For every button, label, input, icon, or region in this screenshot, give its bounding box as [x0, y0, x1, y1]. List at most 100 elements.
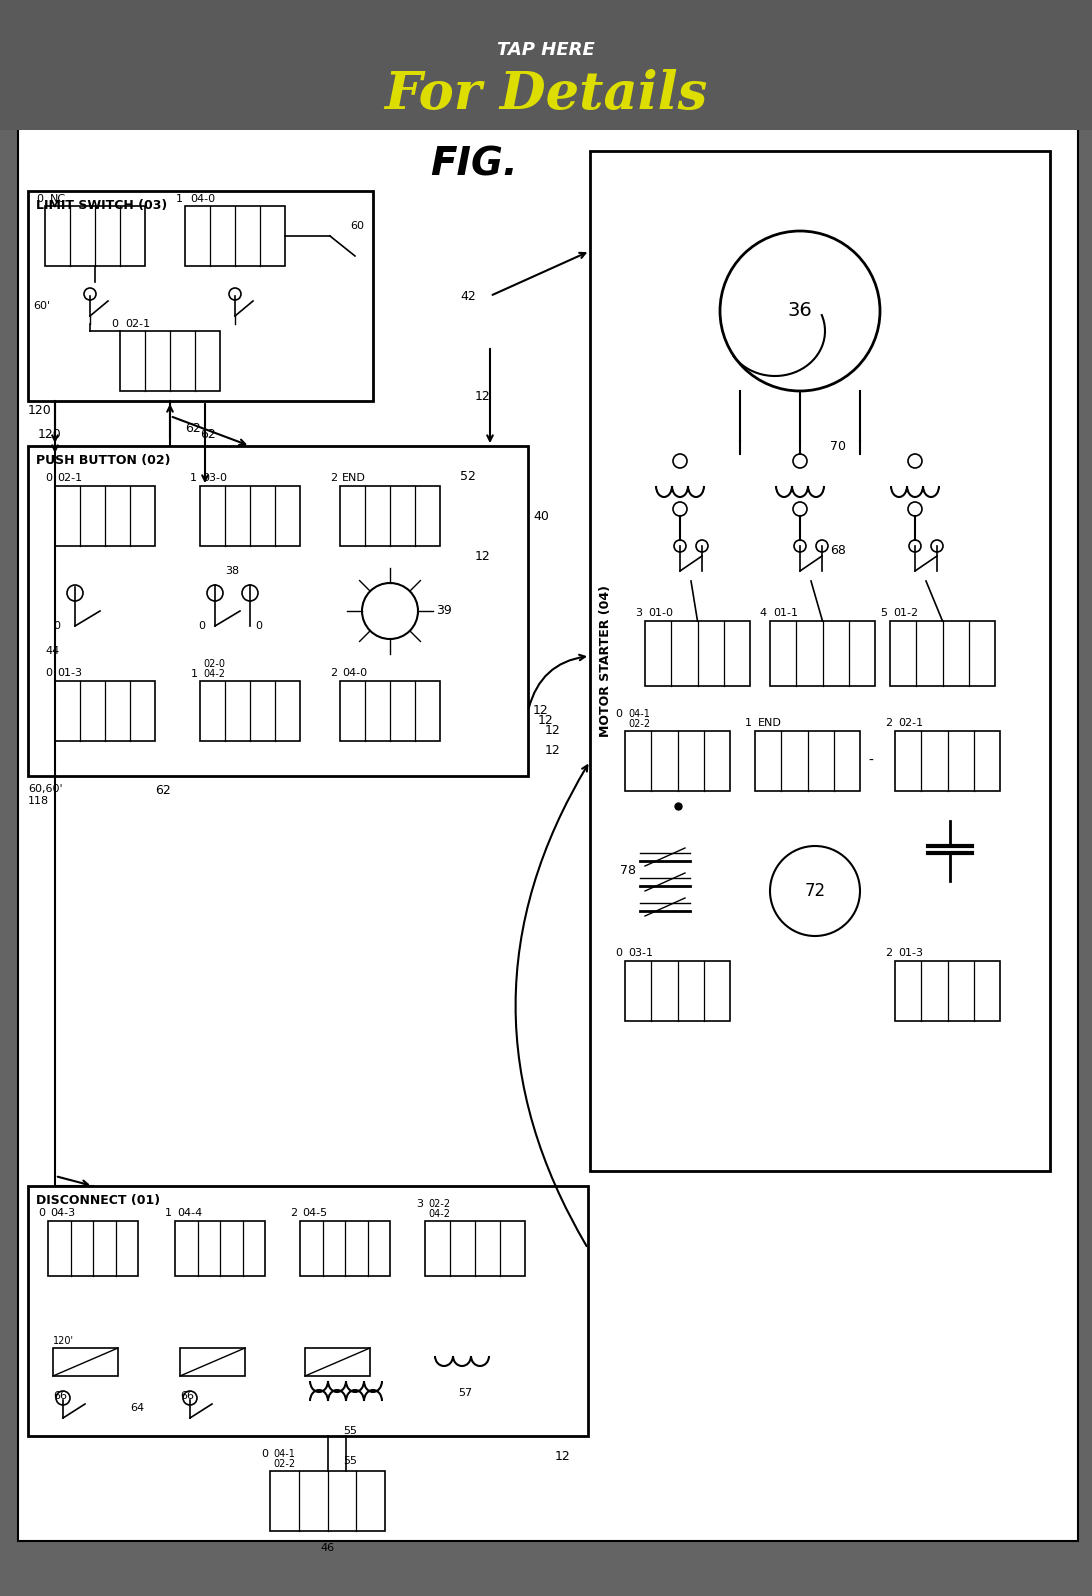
- Bar: [895, 961, 1000, 1021]
- Text: 12: 12: [533, 704, 549, 718]
- Text: 04-0: 04-0: [342, 669, 367, 678]
- Bar: [17, 112, 1078, 1542]
- Text: 5: 5: [880, 608, 887, 618]
- Text: 2: 2: [885, 718, 892, 728]
- Bar: [28, 445, 529, 776]
- Text: 04-2: 04-2: [203, 669, 225, 678]
- Text: 02-2: 02-2: [628, 720, 650, 729]
- Bar: [770, 621, 875, 686]
- Text: 70: 70: [830, 439, 846, 453]
- Text: 120': 120': [54, 1336, 74, 1345]
- Text: 2: 2: [289, 1208, 297, 1218]
- Bar: [300, 1221, 390, 1275]
- Text: 38: 38: [225, 567, 239, 576]
- Text: 60': 60': [33, 302, 50, 311]
- Text: 0: 0: [198, 621, 205, 630]
- Text: 0: 0: [36, 195, 43, 204]
- Text: 62: 62: [155, 784, 170, 796]
- Bar: [645, 621, 750, 686]
- Bar: [55, 487, 155, 546]
- Bar: [200, 681, 300, 741]
- Text: 01-2: 01-2: [893, 608, 918, 618]
- Text: 12: 12: [538, 715, 554, 728]
- Text: 01-1: 01-1: [773, 608, 798, 618]
- Bar: [200, 487, 300, 546]
- Text: 02-2: 02-2: [273, 1459, 295, 1468]
- Text: END: END: [758, 718, 782, 728]
- Text: 12: 12: [475, 549, 490, 562]
- Text: 57: 57: [458, 1389, 472, 1398]
- Text: PUSH BUTTON (02): PUSH BUTTON (02): [36, 453, 170, 468]
- Text: 78: 78: [620, 865, 636, 878]
- Text: 55: 55: [343, 1456, 357, 1467]
- Text: 36: 36: [787, 302, 812, 321]
- Text: 12: 12: [475, 389, 490, 402]
- Text: 0: 0: [111, 319, 118, 329]
- Bar: [120, 330, 219, 391]
- Text: 72: 72: [805, 883, 826, 900]
- Text: 2: 2: [885, 948, 892, 958]
- Text: 0: 0: [54, 621, 60, 630]
- Text: TAP HERE: TAP HERE: [497, 41, 595, 59]
- Text: 3: 3: [416, 1199, 423, 1210]
- Text: 04-4: 04-4: [177, 1208, 202, 1218]
- Text: 52: 52: [460, 469, 476, 482]
- Text: 02-2: 02-2: [428, 1199, 450, 1210]
- Text: 66: 66: [180, 1392, 194, 1401]
- Text: 42: 42: [460, 289, 476, 303]
- Text: 04-0: 04-0: [190, 195, 215, 204]
- Text: 0: 0: [615, 948, 622, 958]
- Text: 02-1: 02-1: [898, 718, 923, 728]
- Text: 120: 120: [28, 404, 51, 418]
- Text: 04-1: 04-1: [273, 1449, 295, 1459]
- Text: 04-2: 04-2: [428, 1210, 450, 1219]
- Text: 12: 12: [544, 725, 560, 737]
- Bar: [45, 206, 145, 267]
- Bar: [340, 681, 440, 741]
- Bar: [185, 206, 285, 267]
- Text: 12: 12: [555, 1449, 571, 1462]
- Text: 62: 62: [200, 428, 216, 440]
- Bar: [270, 1472, 385, 1531]
- Text: 46: 46: [320, 1543, 334, 1553]
- Bar: [895, 731, 1000, 792]
- Text: 04-5: 04-5: [302, 1208, 328, 1218]
- Bar: [28, 192, 373, 401]
- Text: 12: 12: [544, 744, 560, 758]
- Bar: [625, 731, 729, 792]
- Text: 1: 1: [745, 718, 752, 728]
- Text: 02-0: 02-0: [203, 659, 225, 669]
- Text: 118: 118: [28, 796, 49, 806]
- Text: 0: 0: [615, 709, 622, 720]
- Bar: [180, 1349, 245, 1376]
- Text: 64: 64: [130, 1403, 144, 1412]
- Bar: [625, 961, 729, 1021]
- Text: 68: 68: [830, 544, 846, 557]
- Text: 02-1: 02-1: [124, 319, 150, 329]
- Text: LIMIT SWITCH (03): LIMIT SWITCH (03): [36, 200, 167, 212]
- Bar: [305, 1349, 370, 1376]
- Bar: [340, 487, 440, 546]
- Text: FIG.: FIG.: [430, 145, 518, 184]
- Text: NC: NC: [50, 195, 67, 204]
- Bar: [890, 621, 995, 686]
- Text: 0: 0: [261, 1449, 268, 1459]
- Text: END: END: [342, 472, 366, 484]
- Bar: [55, 681, 155, 741]
- Text: 0: 0: [256, 621, 262, 630]
- Text: 40: 40: [533, 509, 549, 522]
- Bar: [590, 152, 1051, 1171]
- Text: 03-1: 03-1: [628, 948, 653, 958]
- Text: 1: 1: [176, 195, 183, 204]
- Text: 01-3: 01-3: [898, 948, 923, 958]
- Bar: [755, 731, 860, 792]
- Text: 01-0: 01-0: [648, 608, 673, 618]
- Text: 60: 60: [351, 220, 364, 231]
- Text: 66: 66: [54, 1392, 67, 1401]
- Text: 0: 0: [45, 669, 52, 678]
- Text: MOTOR STARTER (04): MOTOR STARTER (04): [598, 586, 612, 737]
- Text: 0: 0: [45, 472, 52, 484]
- Text: 1: 1: [190, 472, 197, 484]
- Bar: [54, 1349, 118, 1376]
- Text: 1: 1: [165, 1208, 173, 1218]
